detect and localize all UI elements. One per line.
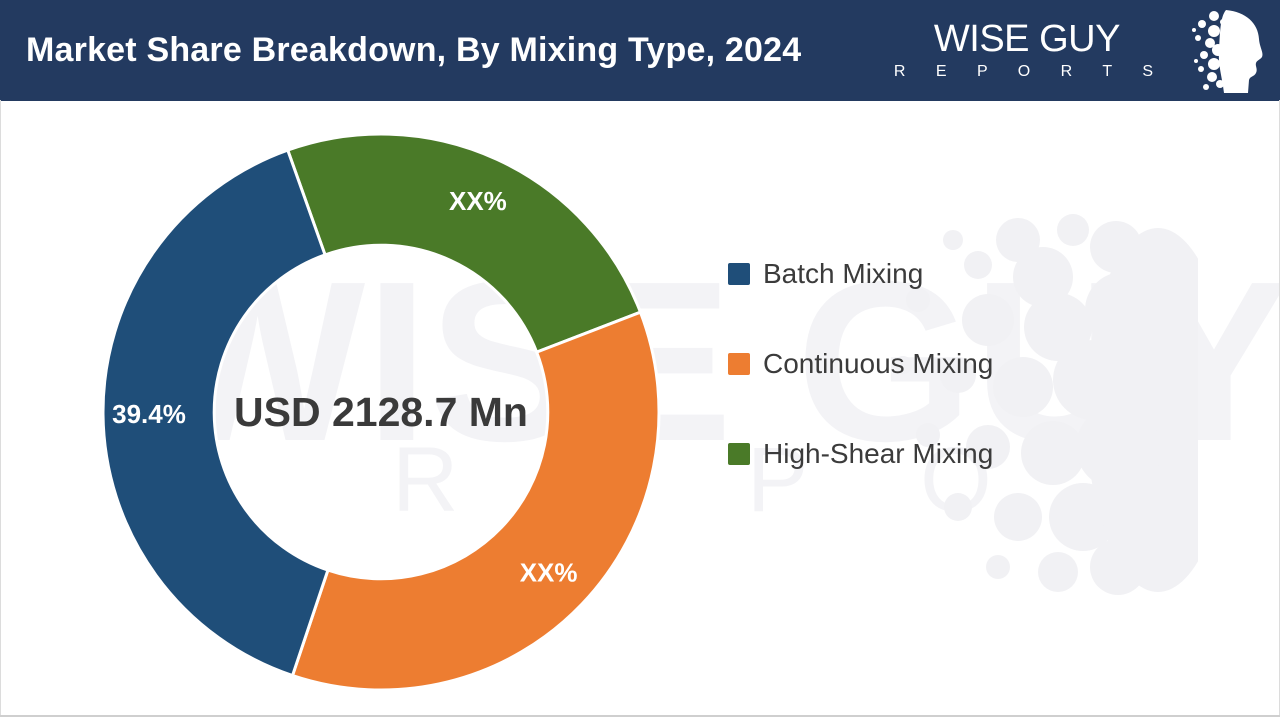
logo-secondary-text: R E P O R T S	[893, 63, 1166, 80]
logo: WISE GUY R E P O R T S	[888, 8, 1264, 94]
page-title: Market Share Breakdown, By Mixing Type, …	[26, 31, 802, 69]
segment-label-continuous-mixing: XX%	[520, 558, 578, 588]
legend-label-high-shear-mixing: High-Shear Mixing	[763, 438, 994, 469]
segment-high-shear-mixing	[286, 132, 642, 354]
legend-label-batch-mixing: Batch Mixing	[763, 258, 924, 289]
bottom-border-line	[0, 715, 1280, 717]
center-label: USD 2128.7 Mn	[234, 389, 528, 435]
donut-chart: XX% XX% 39.4% USD 2128.7 Mn	[101, 132, 661, 692]
legend-swatch-batch-mixing	[728, 263, 750, 285]
segment-label-high-shear-mixing: XX%	[449, 186, 507, 216]
legend-swatch-continuous-mixing	[728, 353, 750, 375]
legend: Batch Mixing Continuous Mixing High-Shear …	[728, 258, 993, 470]
segment-continuous-mixing	[291, 310, 661, 692]
legend-label-continuous-mixing: Continuous Mixing	[763, 348, 994, 379]
logo-primary-text: WISE GUY	[933, 18, 1121, 60]
legend-item-high-shear-mixing: High-Shear Mixing	[728, 438, 993, 470]
logo-text: WISE GUY R E P O R T S	[888, 20, 1166, 81]
segment-label-batch-mixing: 39.4%	[112, 399, 186, 429]
legend-item-continuous-mixing: Continuous Mixing	[728, 348, 993, 380]
legend-item-batch-mixing: Batch Mixing	[728, 258, 993, 290]
header: Market Share Breakdown, By Mixing Type, …	[0, 0, 1280, 101]
logo-face-icon	[1192, 9, 1263, 93]
segment-batch-mixing	[101, 148, 330, 678]
watermark-face-icon	[894, 214, 1198, 595]
legend-swatch-high-shear-mixing	[728, 443, 750, 465]
